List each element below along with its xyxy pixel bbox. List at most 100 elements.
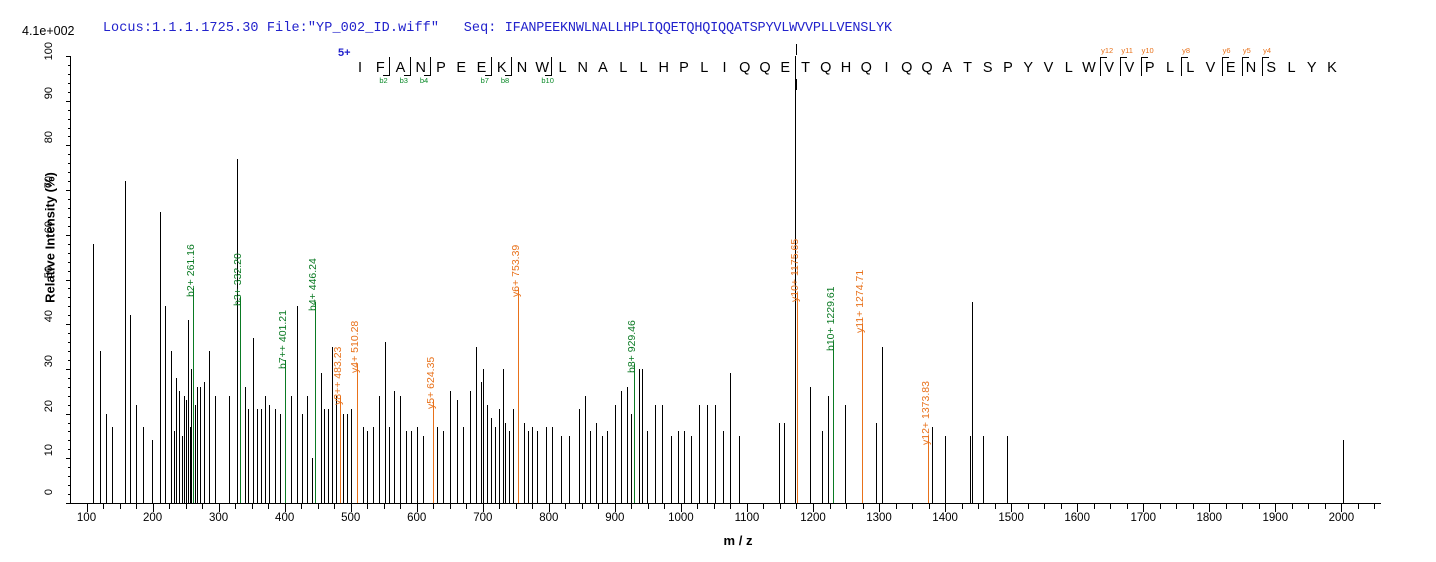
x-axis-minor-tick: [383, 504, 385, 509]
spectrum-peak: [106, 413, 108, 503]
file-text: File:"YP_002_ID.wiff": [266, 21, 440, 36]
annotated-peak-y11+[interactable]: [862, 324, 864, 503]
sequence-residue: Q: [739, 60, 751, 76]
spectrum-peak: [183, 395, 185, 503]
b-ion-label-b7: b7: [480, 76, 489, 85]
annotated-peak-b7++[interactable]: [285, 359, 287, 503]
sequence-residue: V: [1205, 60, 1216, 76]
annotated-peak-b8+[interactable]: [634, 364, 636, 503]
x-axis-minor-tick: [631, 504, 633, 509]
spectrum-peak: [178, 391, 180, 503]
sequence-residue: P: [679, 60, 689, 76]
spectrum-peak: [265, 395, 267, 503]
y-axis-minor-tick: [68, 476, 71, 478]
y-ion-cleavage-foot: [1140, 57, 1148, 58]
x-axis-tick-label: 2000: [1328, 512, 1355, 524]
x-axis-minor-tick: [1110, 504, 1112, 509]
spectrum-peak: [476, 346, 478, 503]
annotated-peak-b2+[interactable]: [192, 288, 194, 503]
y-ion-cleavage-mark: [1181, 57, 1183, 76]
spectrum-peak: [406, 431, 408, 503]
spectrum-peak: [505, 422, 507, 503]
annotated-peak-b3+[interactable]: [239, 297, 241, 503]
spectrum-peak: [578, 409, 580, 503]
y-axis-minor-tick: [68, 225, 71, 227]
annotated-peak-y6+[interactable]: [518, 288, 520, 503]
x-axis-tick-label: 600: [407, 512, 427, 524]
spectrum-peak: [641, 368, 643, 503]
sequence-residue: Y: [1306, 60, 1317, 76]
peak-label-y8++: y8++ 483.23: [331, 346, 344, 405]
sequence-residue: E: [780, 60, 791, 76]
sequence-residue: N: [415, 60, 426, 76]
x-axis-minor-tick: [1027, 504, 1029, 509]
x-axis-minor-tick: [466, 504, 468, 509]
x-axis-tick: [284, 504, 286, 512]
y-axis-minor-tick: [68, 467, 71, 469]
spectrum-peak: [810, 386, 812, 503]
sequence-residue: Q: [901, 60, 913, 76]
y-ion-label-y11: y11: [1121, 46, 1133, 55]
peak-label-y11+: y11+ 1274.71: [854, 270, 867, 334]
x-axis-minor-tick: [779, 504, 781, 509]
annotated-peak-y5+[interactable]: [432, 400, 434, 503]
spectrum-peak: [699, 404, 701, 503]
sequence-residue: Q: [860, 60, 872, 76]
b-ion-cleavage-mark: [510, 57, 512, 76]
y-axis-tick: [66, 458, 71, 460]
spectrum-peak: [165, 306, 167, 503]
x-axis-minor-tick: [1357, 504, 1359, 509]
y-axis-minor-tick: [68, 216, 71, 218]
spectrum-peak: [822, 431, 824, 503]
x-axis-minor-tick: [136, 504, 138, 509]
spectrum-peak: [189, 427, 191, 503]
annotated-peak-y4+[interactable]: [357, 364, 359, 503]
annotated-peak-y12+[interactable]: [927, 435, 929, 503]
spectrum-peak: [722, 431, 724, 503]
y-axis-minor-tick: [68, 404, 71, 406]
y-axis-tick-label: 100: [43, 42, 55, 61]
y-ion-cleavage-mark: [1241, 57, 1243, 76]
y-ion-label-y6: y6: [1222, 46, 1231, 55]
spectrum-peak: [827, 395, 829, 503]
spectrum-peak: [552, 427, 554, 503]
x-axis-minor-tick: [796, 504, 798, 509]
y-axis-minor-tick: [68, 351, 71, 353]
y-axis-minor-tick: [68, 82, 71, 84]
spectrum-peak: [274, 409, 276, 503]
spectrum-peak: [311, 458, 313, 503]
peak-label-b3+: b3+ 332.20: [231, 253, 244, 307]
header-space-2: [439, 21, 464, 36]
peak-label-b10+: b10+ 1229.61: [824, 286, 837, 352]
spectrum-peak: [373, 427, 375, 503]
y-axis-minor-tick: [68, 154, 71, 156]
x-axis-minor-tick: [449, 504, 451, 509]
annotated-peak-b4+[interactable]: [315, 301, 317, 503]
x-axis-minor-tick: [1176, 504, 1178, 509]
spectrum-peak: [638, 368, 640, 503]
sequence-residue: L: [1165, 60, 1175, 76]
x-axis-tick: [746, 504, 748, 512]
spectrum-plot-area: b2+ 261.16 b3+ 332.20 b7++ 401.21 b4+ 446.2…: [70, 56, 1381, 503]
x-axis-minor-tick: [400, 504, 402, 509]
y-axis-minor-tick: [68, 270, 71, 272]
spectrum-peak: [417, 427, 419, 503]
spectrum-peak: [280, 413, 282, 503]
peak-label-y4+: y4+ 510.28: [349, 321, 362, 374]
annotated-peak-y8++[interactable]: [339, 395, 341, 503]
spectrum-peak: [143, 427, 145, 503]
y-axis-minor-tick: [68, 377, 71, 379]
x-axis-minor-tick: [1308, 504, 1310, 509]
annotated-peak-y10+[interactable]: [796, 292, 798, 503]
sequence-residue: L: [558, 60, 567, 76]
spectrum-peak: [248, 409, 250, 503]
y-axis-minor-tick: [68, 207, 71, 209]
peak-label-b7++: b7++ 401.21: [277, 309, 290, 369]
x-axis-minor-tick: [895, 504, 897, 509]
spectrum-peak: [335, 395, 337, 503]
x-axis-minor-tick: [730, 504, 732, 509]
annotated-peak-b10+[interactable]: [832, 342, 834, 503]
sequence-residue: A: [395, 60, 406, 76]
spectrum-peak: [204, 382, 206, 503]
x-axis-minor-tick: [581, 504, 583, 509]
